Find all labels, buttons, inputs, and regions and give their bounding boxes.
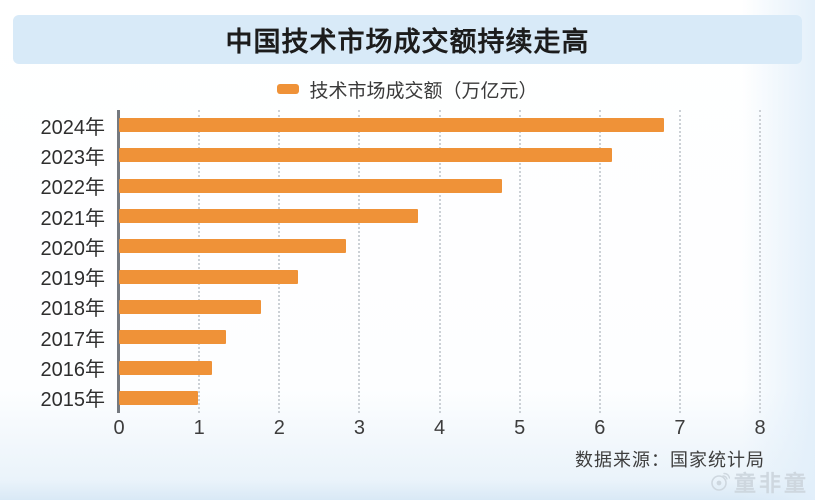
bar-track — [119, 269, 760, 284]
gridline — [278, 110, 281, 413]
bar-track — [119, 360, 760, 375]
category-label: 2019年 — [40, 268, 106, 291]
gridline — [518, 110, 521, 413]
gridline — [598, 110, 601, 413]
value-bar — [119, 299, 261, 314]
bar-track — [119, 390, 760, 405]
value-bar — [119, 148, 612, 163]
gridline — [438, 110, 441, 413]
value-bar — [119, 360, 212, 375]
x-tick-label: 7 — [674, 417, 686, 439]
chart-row: 2017年 — [0, 322, 760, 352]
value-bar — [119, 239, 346, 254]
bar-track — [119, 209, 760, 224]
gridline — [678, 110, 681, 413]
legend-swatch-icon — [277, 84, 300, 94]
value-bar — [119, 209, 418, 224]
weibo-camera-icon — [711, 472, 730, 491]
chart-row: 2018年 — [0, 292, 760, 322]
category-label: 2018年 — [40, 298, 106, 321]
x-tick-label: 5 — [514, 417, 526, 439]
category-label: 2021年 — [40, 207, 106, 230]
bar-track — [119, 299, 760, 314]
category-label: 2023年 — [40, 146, 106, 169]
bar-track — [119, 178, 760, 193]
value-bar — [119, 269, 299, 284]
chart-row: 2021年 — [0, 201, 760, 231]
x-tick-label: 2 — [273, 417, 285, 439]
category-label: 2022年 — [40, 177, 106, 200]
category-label: 2020年 — [40, 237, 106, 260]
category-label: 2024年 — [40, 116, 106, 139]
value-bar — [119, 390, 198, 405]
x-tick-label: 8 — [754, 417, 766, 439]
chart-row: 2016年 — [0, 352, 760, 382]
watermark: 童非童 — [710, 466, 809, 498]
category-label: 2015年 — [40, 389, 106, 412]
x-tick-label: 0 — [113, 417, 125, 439]
title-banner: 中国技术市场成交额持续走高 — [13, 15, 802, 64]
gridlines — [117, 110, 761, 413]
value-bar — [119, 330, 227, 345]
chart-rows: 2024年 2023年 2022年 2021年 2020年 2019年 2018年 2017年… — [0, 110, 760, 413]
chart-title: 中国技术市场成交额持续走高 — [225, 27, 590, 57]
chart-row: 2015年 — [0, 383, 760, 413]
gridline — [198, 110, 201, 413]
chart-row: 2024年 — [0, 110, 760, 140]
x-tick-labels: 0 1 2 3 4 5 6 7 8 — [113, 417, 765, 441]
watermark-text: 童非童 — [733, 471, 809, 496]
y-axis-line — [117, 110, 120, 413]
category-label: 2016年 — [40, 359, 106, 382]
x-tick-label: 1 — [193, 417, 205, 439]
source-note: 数据来源：国家统计局 — [575, 450, 765, 470]
bar-track — [119, 239, 760, 254]
bar-track — [119, 118, 760, 133]
chart-row: 2020年 — [0, 231, 760, 261]
gridline — [759, 110, 761, 413]
bar-track — [119, 148, 760, 163]
bar-track — [119, 330, 760, 345]
chart-row: 2023年 — [0, 140, 760, 170]
chart-row: 2022年 — [0, 171, 760, 201]
chart-row: 2019年 — [0, 261, 760, 291]
value-bar — [119, 118, 664, 133]
x-tick-label: 6 — [594, 417, 606, 439]
gridline — [358, 110, 361, 413]
x-tick-label: 4 — [433, 417, 446, 439]
legend-label: 技术市场成交额（万亿元） — [309, 80, 538, 102]
value-bar — [119, 178, 502, 193]
x-tick-label: 3 — [353, 417, 365, 439]
legend: 技术市场成交额（万亿元） — [0, 77, 815, 102]
category-label: 2017年 — [40, 328, 106, 351]
